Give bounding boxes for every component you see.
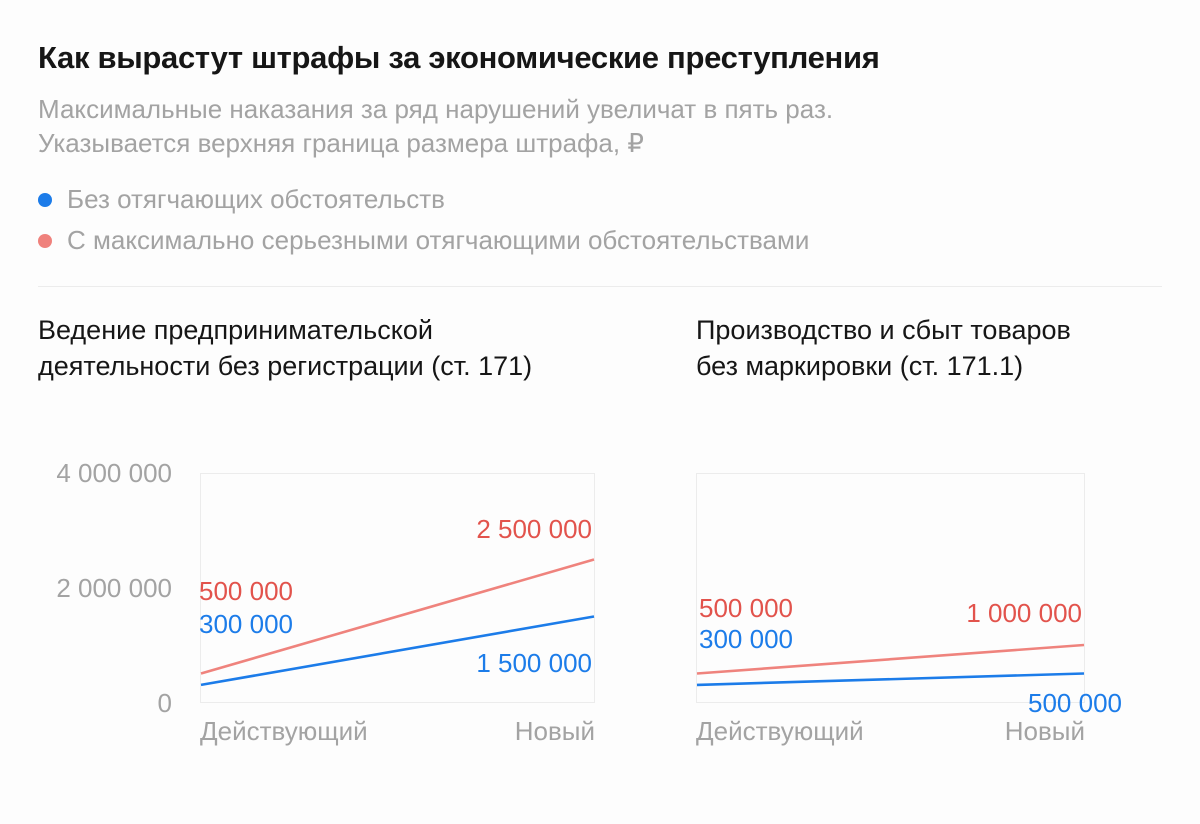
x-tick-label-current: Действующий (696, 716, 864, 746)
chart-body: 4 000 000 2 000 000 0 500 000 300 000 2 … (38, 460, 595, 716)
legend-label: Без отягчающих обстоятельств (67, 184, 445, 214)
plot-area: 500 000 300 000 1 000 000 500 000 (696, 473, 1122, 716)
x-tick-label-new: Новый (1004, 716, 1085, 746)
line-chart-svg (697, 474, 1084, 702)
y-tick-label: 4 000 000 (56, 458, 172, 488)
subtitle-line-2: Указывается верхняя граница размера штра… (38, 128, 644, 158)
x-axis: Действующий Новый (696, 716, 1085, 747)
value-label-blue-end: 1 500 000 (476, 648, 592, 678)
page-title: Как вырастут штрафы за экономические пре… (38, 40, 880, 75)
plot-area: 500 000 300 000 2 500 000 1 500 000 (200, 473, 595, 703)
red-dot-icon (38, 233, 52, 248)
subtitle: Максимальные наказания за ряд нарушений … (38, 92, 1162, 160)
infographic-page: Как вырастут штрафы за экономические пре… (38, 40, 1162, 747)
subtitle-line-1: Максимальные наказания за ряд нарушений … (38, 94, 834, 124)
y-tick-label: 0 (157, 688, 172, 718)
charts-section: Ведение предпринимательской деятельности… (38, 286, 1162, 747)
value-label-blue-end: 500 000 (1028, 688, 1122, 718)
blue-dot-icon (38, 192, 52, 207)
legend-label: С максимально серьезными отягчающими обс… (67, 225, 810, 255)
value-label-blue-start: 300 000 (699, 624, 793, 654)
x-tick-label-current: Действующий (200, 716, 368, 746)
legend-item-max-aggravating: С максимально серьезными отягчающими обс… (38, 225, 1162, 256)
value-label-red-start: 500 000 (699, 593, 793, 623)
chart-title: Ведение предпринимательской деятельности… (38, 315, 533, 381)
legend: Без отягчающих обстоятельств С максималь… (38, 184, 1162, 256)
x-tick-label-new: Новый (514, 716, 595, 746)
value-label-red-end: 1 000 000 (966, 598, 1082, 628)
value-label-blue-start: 300 000 (199, 609, 293, 639)
line-chart-svg (201, 474, 594, 702)
value-label-red-start: 500 000 (199, 576, 293, 606)
legend-item-no-aggravating: Без отягчающих обстоятельств (38, 184, 1162, 215)
chart-article-171-1: Производство и сбыт товаров без маркиров… (696, 312, 1122, 747)
y-axis: 4 000 000 2 000 000 0 (38, 460, 200, 716)
y-tick-label: 2 000 000 (56, 573, 172, 603)
chart-title: Производство и сбыт товаров без маркиров… (696, 315, 1071, 381)
chart-article-171: Ведение предпринимательской деятельности… (38, 312, 595, 747)
chart-body: 500 000 300 000 1 000 000 500 000 (696, 473, 1122, 716)
x-axis: Действующий Новый (200, 716, 595, 747)
value-label-red-end: 2 500 000 (476, 514, 592, 544)
